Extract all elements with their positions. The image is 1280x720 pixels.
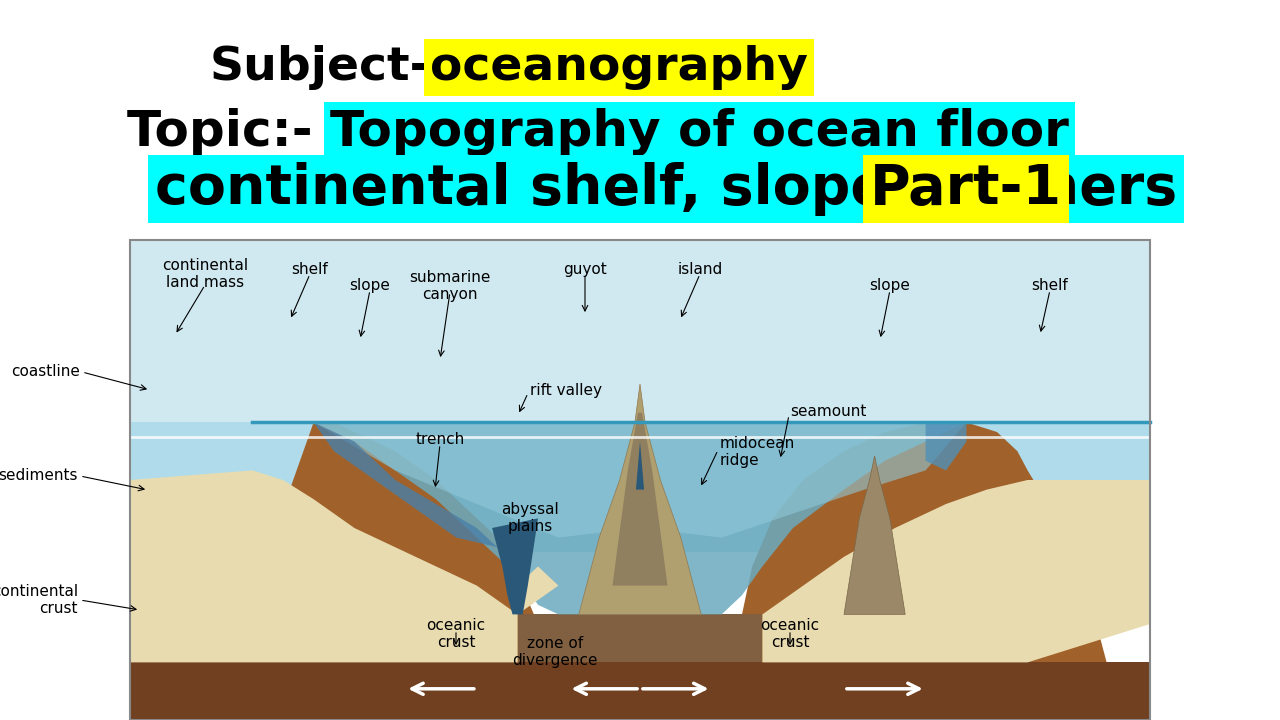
Text: shelf: shelf (292, 262, 329, 277)
Text: Topography of ocean floor: Topography of ocean floor (330, 108, 1069, 156)
Polygon shape (517, 567, 558, 614)
Text: midocean
ridge: midocean ridge (719, 436, 795, 469)
Text: trench: trench (416, 432, 465, 447)
Polygon shape (131, 240, 1149, 423)
Polygon shape (492, 518, 538, 614)
Polygon shape (925, 423, 966, 470)
Polygon shape (131, 240, 558, 720)
Text: oceanography: oceanography (430, 45, 808, 90)
Text: slope: slope (869, 278, 910, 293)
Bar (131, 240, 1149, 720)
Text: rift valley: rift valley (530, 382, 602, 397)
Polygon shape (579, 384, 701, 614)
Polygon shape (314, 423, 966, 538)
Text: abyssal
plains: abyssal plains (502, 502, 559, 534)
Text: seamount: seamount (790, 405, 867, 420)
Text: oceanic
crust: oceanic crust (426, 618, 485, 650)
Text: sediments: sediments (0, 469, 78, 484)
Text: continental
land mass: continental land mass (163, 258, 248, 290)
Text: zone of
divergence: zone of divergence (512, 636, 598, 668)
Polygon shape (131, 423, 1149, 552)
Text: Subject-: Subject- (210, 45, 430, 90)
Text: shelf: shelf (1032, 278, 1069, 293)
Text: oceanic
crust: oceanic crust (760, 618, 819, 650)
Polygon shape (131, 470, 517, 662)
Polygon shape (517, 614, 763, 662)
Text: submarine
canyon: submarine canyon (410, 270, 490, 302)
Polygon shape (131, 662, 1149, 720)
Text: island: island (677, 262, 723, 277)
Text: continental shelf, slope & others: continental shelf, slope & others (155, 162, 1178, 216)
Text: continental
crust: continental crust (0, 584, 78, 616)
Polygon shape (763, 480, 1149, 662)
Text: slope: slope (349, 278, 390, 293)
Text: coastline: coastline (12, 364, 79, 379)
Polygon shape (314, 423, 966, 614)
Polygon shape (722, 240, 1149, 720)
Polygon shape (636, 441, 644, 490)
Text: Part-1: Part-1 (870, 162, 1062, 216)
Polygon shape (314, 423, 497, 547)
Polygon shape (612, 413, 668, 585)
Text: guyot: guyot (563, 262, 607, 277)
Polygon shape (844, 456, 905, 614)
Text: Topic:-: Topic:- (127, 108, 330, 156)
